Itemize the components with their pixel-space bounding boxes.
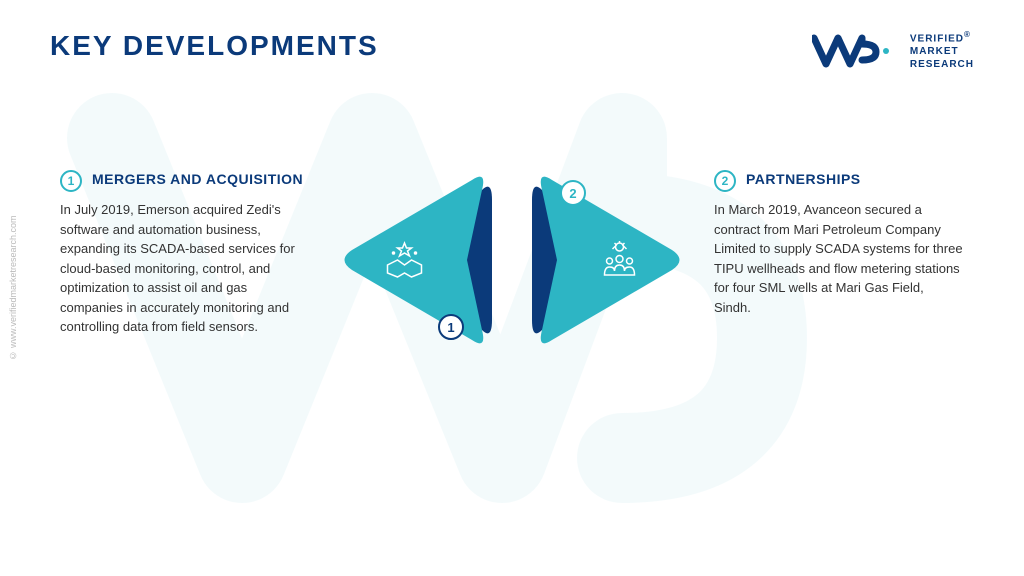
triangle-1-badge: 1 [438, 314, 464, 340]
center-graphics: 1 2 [332, 170, 692, 350]
page-title: KEY DEVELOPMENTS [50, 30, 379, 62]
triangle-2-badge: 2 [560, 180, 586, 206]
team-gear-icon [595, 235, 645, 285]
item-2-body: In March 2019, Avanceon secured a contra… [714, 200, 964, 317]
item-2-block: 2 PARTNERSHIPS In March 2019, Avanceon s… [714, 170, 964, 317]
item-1-number-badge: 1 [60, 170, 82, 192]
item-2-title: PARTNERSHIPS [746, 170, 861, 188]
triangle-2: 2 [532, 170, 692, 350]
item-1-title: MERGERS AND ACQUISITION [92, 170, 303, 188]
registered-mark: ® [964, 30, 971, 39]
vmr-logo: VERIFIED® MARKET RESEARCH [812, 30, 974, 71]
item-2-number-badge: 2 [714, 170, 736, 192]
item-1-body: In July 2019, Emerson acquired Zedi's so… [60, 200, 310, 337]
handshake-stars-icon [380, 235, 430, 285]
logo-text-line3: RESEARCH [910, 59, 974, 70]
item-1-block: 1 MERGERS AND ACQUISITION In July 2019, … [60, 170, 310, 337]
logo-text-line2: MARKET [910, 46, 959, 57]
logo-mark-icon [812, 32, 902, 70]
copyright-watermark: © www.verifiedmarketresearch.com [8, 215, 18, 360]
logo-text-line1: VERIFIED [910, 33, 964, 44]
triangle-1: 1 [332, 170, 492, 350]
